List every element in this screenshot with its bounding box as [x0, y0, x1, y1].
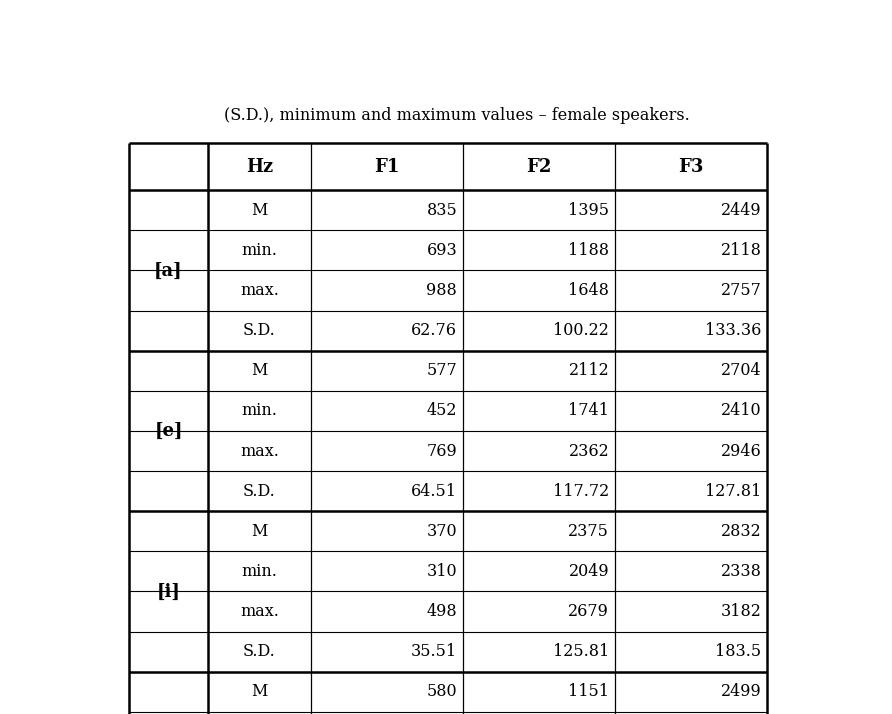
Text: max.: max.: [240, 603, 279, 620]
Text: 2410: 2410: [721, 403, 762, 419]
Text: [a]: [a]: [154, 261, 183, 279]
Text: 2704: 2704: [721, 362, 762, 379]
Text: 2757: 2757: [721, 282, 762, 299]
Text: 769: 769: [426, 443, 458, 460]
Text: S.D.: S.D.: [243, 322, 276, 339]
Text: 35.51: 35.51: [411, 643, 458, 660]
Text: 117.72: 117.72: [553, 483, 609, 500]
Text: 2832: 2832: [721, 523, 762, 540]
Text: 2375: 2375: [568, 523, 609, 540]
Text: M: M: [252, 362, 268, 379]
Text: 2049: 2049: [568, 563, 609, 580]
Text: 2362: 2362: [568, 443, 609, 460]
Text: max.: max.: [240, 282, 279, 299]
Text: 1151: 1151: [568, 683, 609, 700]
Text: 133.36: 133.36: [705, 322, 762, 339]
Text: 183.5: 183.5: [715, 643, 762, 660]
Text: 1741: 1741: [568, 403, 609, 419]
Text: 64.51: 64.51: [411, 483, 458, 500]
Text: 498: 498: [426, 603, 458, 620]
Text: 127.81: 127.81: [705, 483, 762, 500]
Text: F2: F2: [526, 158, 551, 176]
Text: 988: 988: [426, 282, 458, 299]
Text: 2679: 2679: [568, 603, 609, 620]
Text: 3182: 3182: [721, 603, 762, 620]
Text: F3: F3: [678, 158, 704, 176]
Text: 2338: 2338: [721, 563, 762, 580]
Text: 452: 452: [426, 403, 458, 419]
Text: 2449: 2449: [721, 202, 762, 218]
Text: 577: 577: [426, 362, 458, 379]
Text: 1648: 1648: [568, 282, 609, 299]
Text: 310: 310: [426, 563, 458, 580]
Text: [i]: [i]: [157, 583, 180, 600]
Text: M: M: [252, 523, 268, 540]
Text: 2499: 2499: [721, 683, 762, 700]
Text: max.: max.: [240, 443, 279, 460]
Text: 62.76: 62.76: [411, 322, 458, 339]
Text: min.: min.: [242, 242, 277, 259]
Text: M: M: [252, 683, 268, 700]
Text: 100.22: 100.22: [553, 322, 609, 339]
Text: 1188: 1188: [568, 242, 609, 259]
Text: 693: 693: [426, 242, 458, 259]
Text: 1395: 1395: [568, 202, 609, 218]
Text: 835: 835: [426, 202, 458, 218]
Text: 2112: 2112: [568, 362, 609, 379]
Text: F1: F1: [374, 158, 400, 176]
Text: (S.D.), minimum and maximum values – female speakers.: (S.D.), minimum and maximum values – fem…: [224, 107, 690, 124]
Text: 2946: 2946: [721, 443, 762, 460]
Text: 2118: 2118: [721, 242, 762, 259]
Text: S.D.: S.D.: [243, 483, 276, 500]
Text: Hz: Hz: [246, 158, 273, 176]
Text: min.: min.: [242, 563, 277, 580]
Text: 370: 370: [426, 523, 458, 540]
Text: S.D.: S.D.: [243, 643, 276, 660]
Text: 580: 580: [426, 683, 458, 700]
Text: 125.81: 125.81: [553, 643, 609, 660]
Text: min.: min.: [242, 403, 277, 419]
Text: [e]: [e]: [154, 422, 183, 440]
Text: M: M: [252, 202, 268, 218]
